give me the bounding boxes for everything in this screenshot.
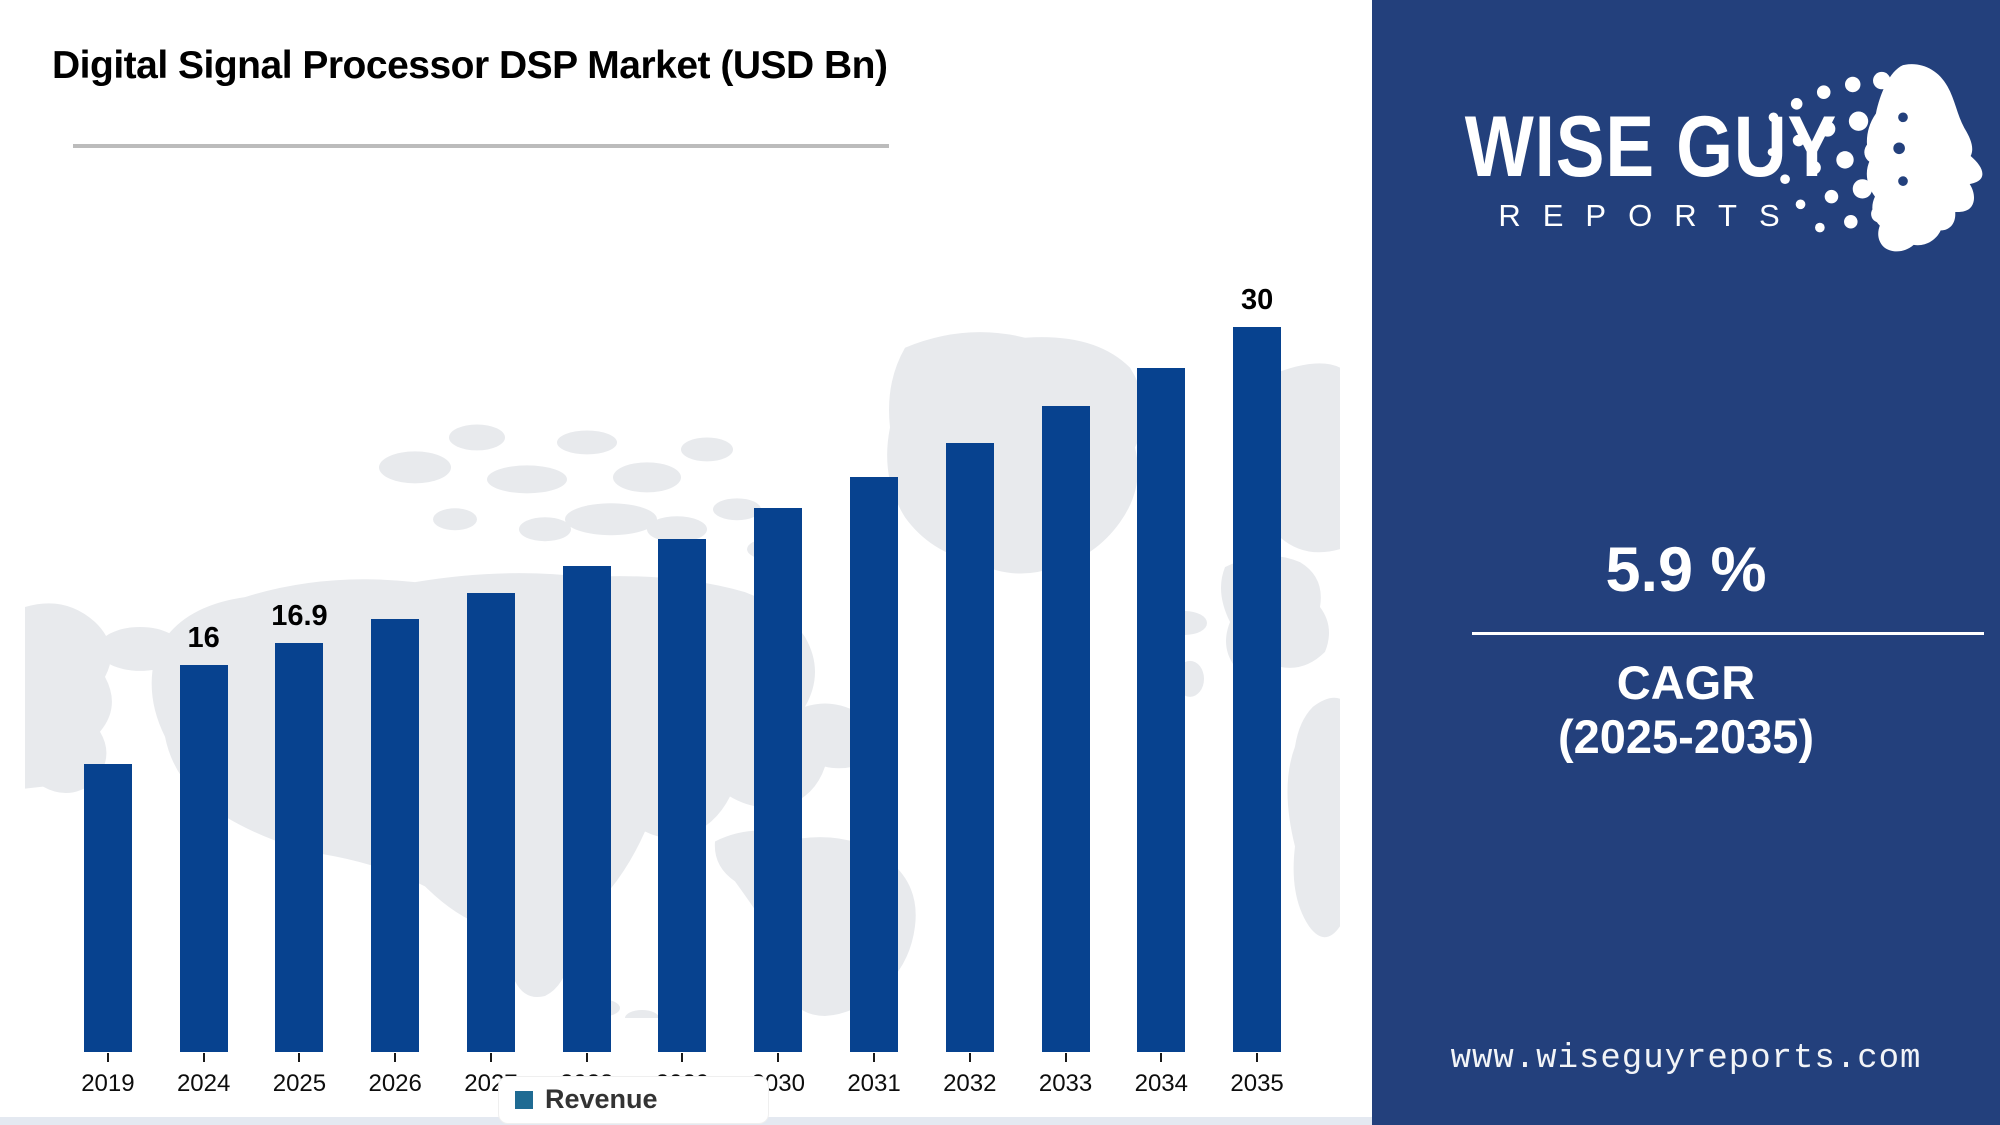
bar-2024 — [179, 665, 228, 1052]
x-axis-label: 2025 — [272, 1070, 327, 1097]
bar-value-label: 16.9 — [271, 600, 328, 632]
bar-2031 — [850, 477, 898, 1052]
bar-slot: 2031 — [826, 242, 922, 1096]
bar-2030 — [754, 508, 803, 1052]
bar-2025 — [275, 643, 324, 1052]
bar-slot: 2030 — [730, 242, 826, 1096]
x-axis-label: 2024 — [176, 1070, 231, 1097]
x-tick — [681, 1053, 684, 1062]
x-tick — [394, 1053, 397, 1062]
x-tick — [585, 1053, 588, 1062]
cagr-title: CAGR — [1616, 656, 1756, 709]
bar-2032 — [945, 443, 994, 1052]
bar-value-label: 30 — [1240, 284, 1274, 316]
x-tick — [777, 1053, 780, 1062]
website-link[interactable]: www.wiseguyreports.com — [1450, 1040, 1922, 1078]
bar-2035 — [1233, 327, 1282, 1052]
legend-label-revenue: Revenue — [545, 1084, 658, 1114]
side-panel: WISE GUY REPORTS — [1372, 0, 2000, 1125]
chart-title: Digital Signal Processor DSP Market (USD… — [52, 44, 888, 87]
logo-head-icon — [1767, 64, 1983, 252]
x-tick — [106, 1053, 109, 1062]
x-tick — [202, 1053, 205, 1062]
legend-card: Revenue — [498, 1076, 769, 1124]
bar-slot: 2034 — [1113, 242, 1209, 1096]
x-tick — [968, 1053, 971, 1062]
logo-wordmark-line2: REPORTS — [1498, 198, 1802, 233]
x-tick — [1160, 1053, 1163, 1062]
x-axis-label: 2035 — [1230, 1070, 1284, 1097]
x-tick — [298, 1053, 301, 1062]
x-axis-label: 2033 — [1038, 1070, 1093, 1097]
cagr-divider — [1472, 632, 1984, 635]
bar-slot: 2026 — [347, 242, 443, 1096]
bar-2027 — [466, 593, 515, 1052]
plot-area: 2019 16 2024 16.9 2025 2026 2027202820292030 20… — [60, 242, 1305, 1096]
bar-2029 — [658, 539, 707, 1052]
bar-slot: 2029 — [635, 242, 731, 1096]
bar-slot: 2033 — [1018, 242, 1114, 1096]
bar-slot: 30 2035 — [1209, 242, 1305, 1096]
logo-wordmark: WISE GUY REPORTS — [1434, 104, 1844, 231]
bar-2026 — [371, 619, 420, 1052]
chart-region: Digital Signal Processor DSP Market (USD… — [0, 44, 1372, 1125]
bar-2033 — [1041, 406, 1090, 1052]
bar-slot: 2028 — [539, 242, 635, 1096]
bar-slot: 2032 — [922, 242, 1018, 1096]
cagr-value: 5.9 % — [1605, 535, 1767, 605]
bar-2034 — [1137, 368, 1186, 1052]
x-tick — [873, 1053, 875, 1062]
legend-swatch-revenue — [515, 1090, 533, 1109]
x-axis-label: 2026 — [368, 1070, 422, 1097]
bar-slot: 16.9 2025 — [252, 242, 348, 1096]
bar-slot: 16 2024 — [156, 242, 252, 1096]
x-axis-label: 2019 — [81, 1070, 135, 1097]
cagr-range: (2025-2035) — [1557, 710, 1815, 763]
x-axis-label: 2034 — [1134, 1070, 1188, 1097]
bar-slot: 2019 — [60, 242, 156, 1096]
wiseguy-logo: WISE GUY REPORTS — [1372, 0, 2000, 260]
bar-value-label: 16 — [187, 622, 220, 654]
x-axis-label: 2031 — [847, 1070, 901, 1097]
title-underline — [73, 144, 889, 148]
bar-2028 — [562, 566, 611, 1052]
x-tick — [1256, 1053, 1259, 1062]
x-tick — [489, 1053, 492, 1062]
x-tick — [1064, 1053, 1067, 1062]
x-axis-label: 2032 — [943, 1070, 997, 1097]
bar-slot: 2027 — [443, 242, 539, 1096]
bar-2019 — [83, 764, 132, 1052]
